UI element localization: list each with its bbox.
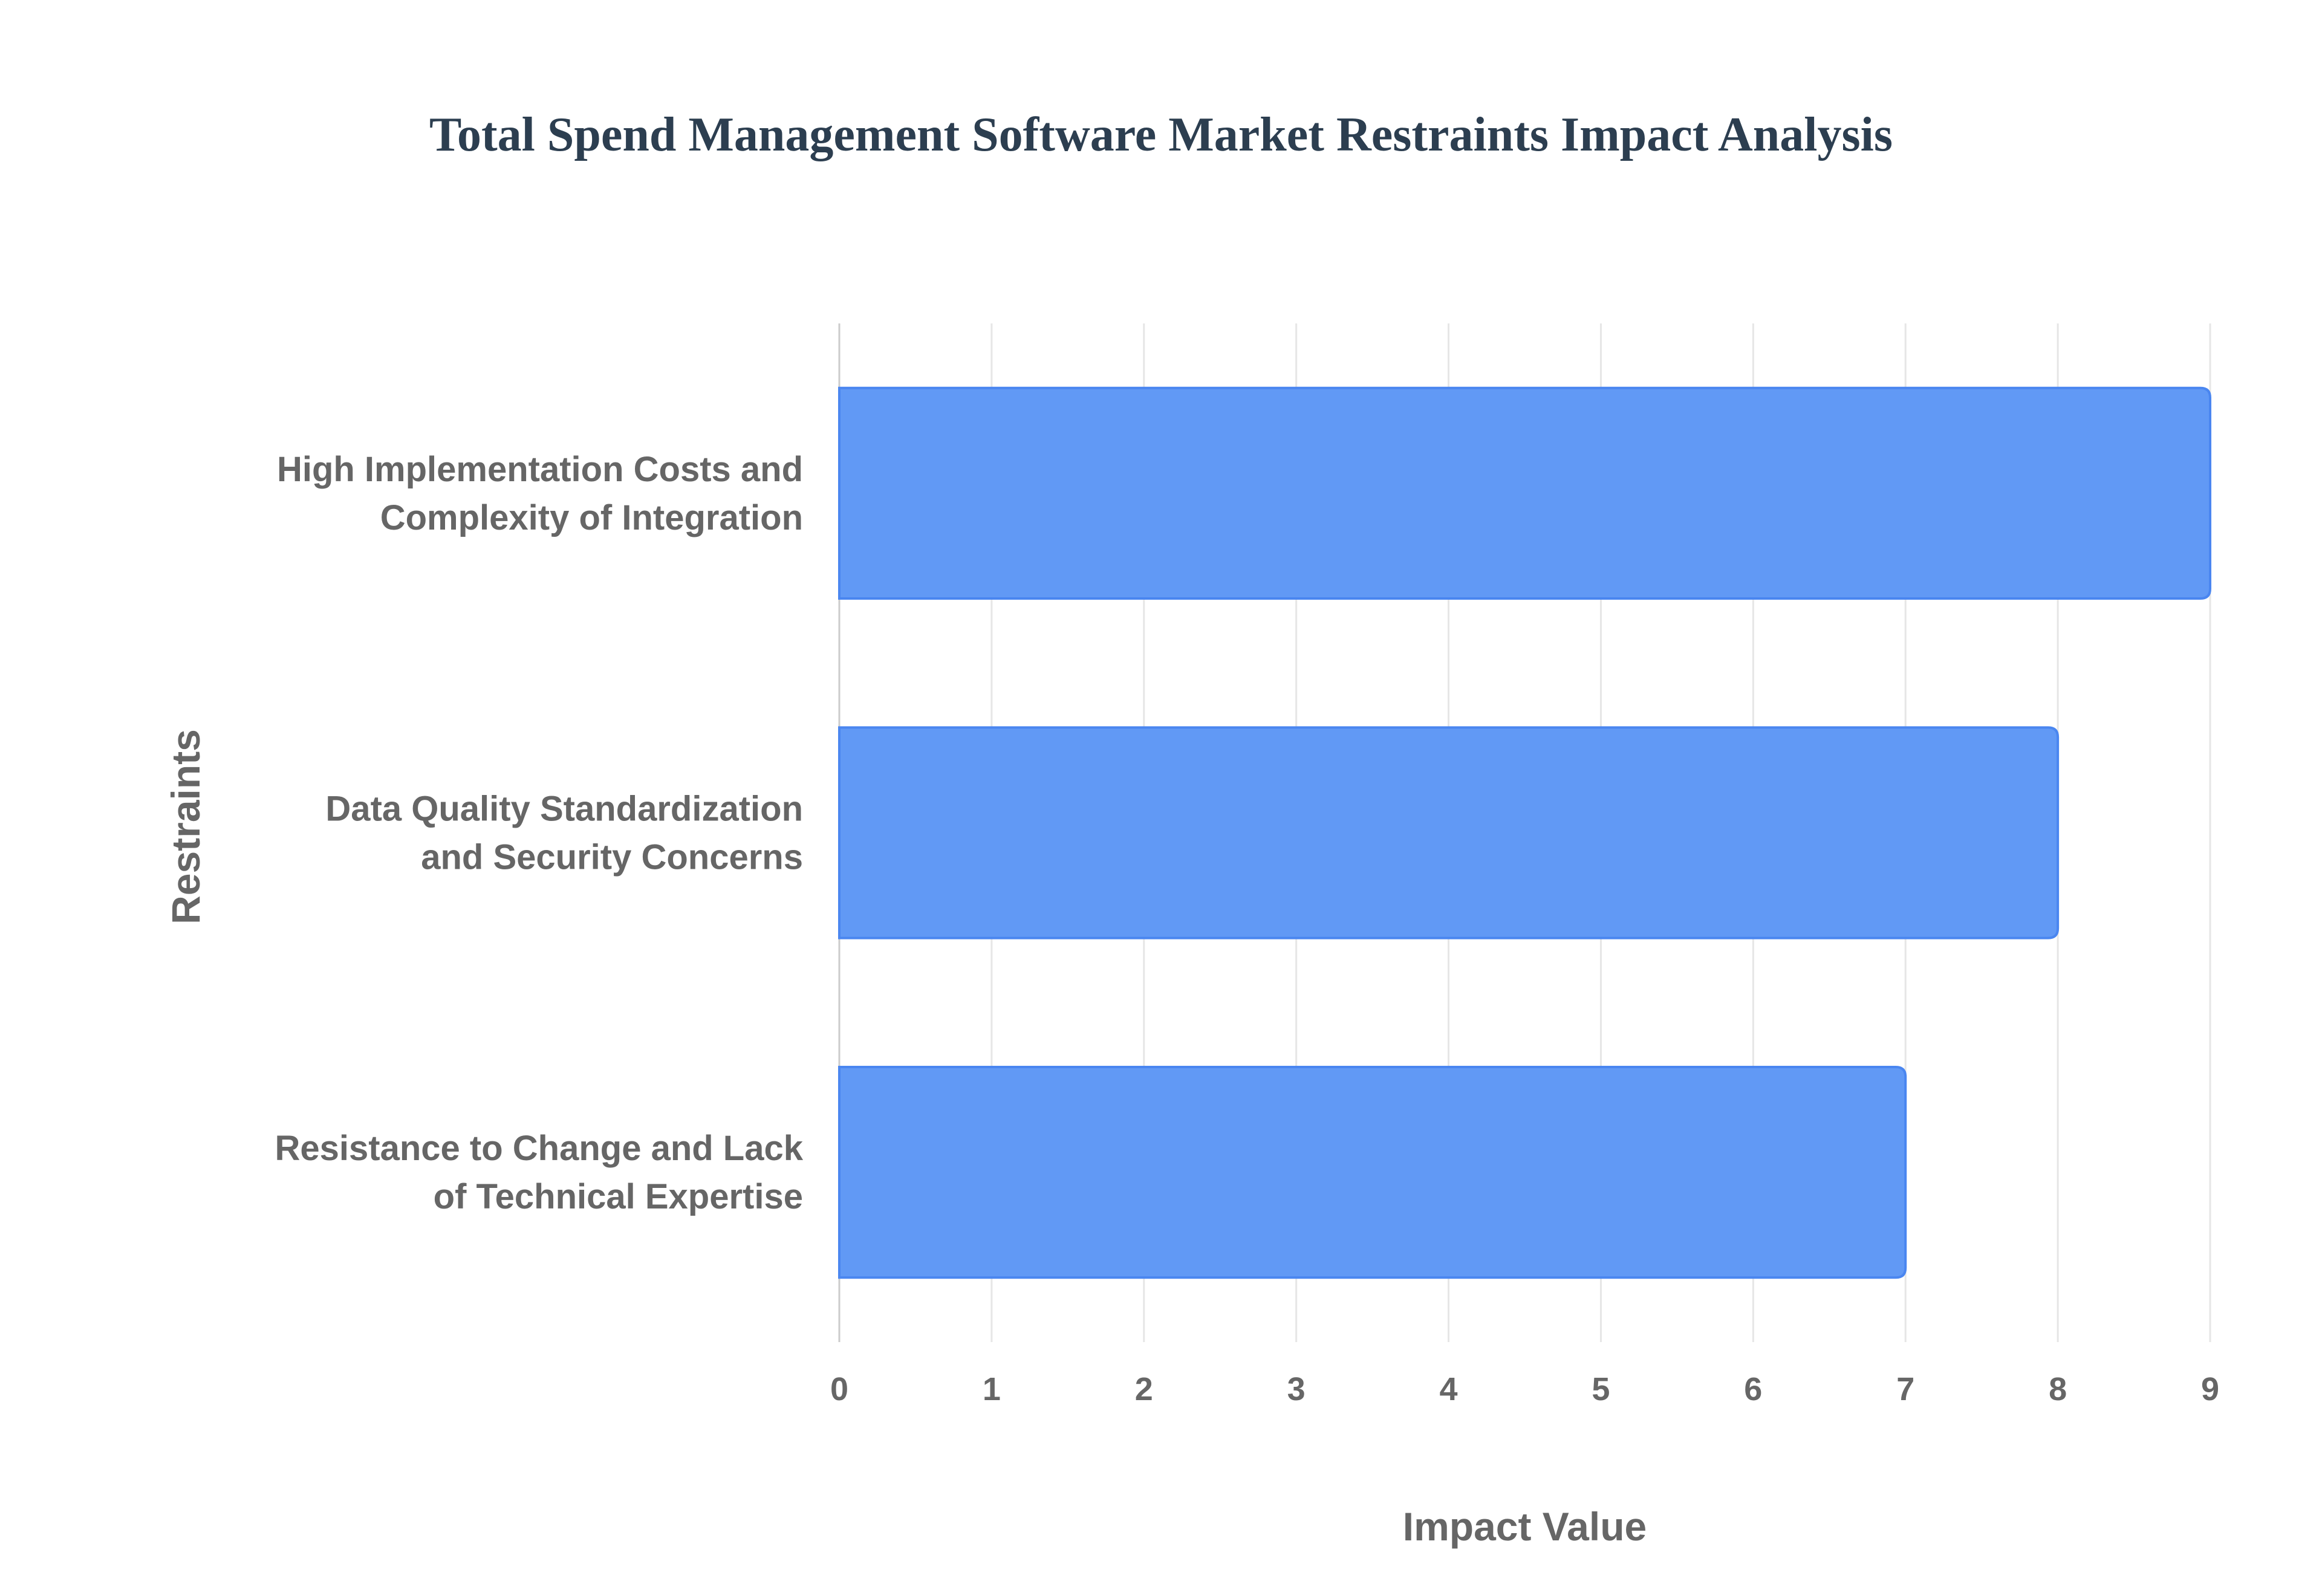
category-label: and Security Concerns xyxy=(421,838,803,877)
bar xyxy=(838,386,2211,600)
x-tick-label: 7 xyxy=(1896,1371,1914,1407)
x-tick-label: 1 xyxy=(983,1371,1001,1407)
x-tick-label: 4 xyxy=(1440,1371,1458,1407)
category-label: Complexity of Integration xyxy=(380,498,803,537)
y-axis-title: Restraints xyxy=(163,729,208,924)
category-label: Data Quality Standardization xyxy=(325,790,803,829)
category-label: of Technical Expertise xyxy=(434,1177,803,1216)
x-tick-label: 6 xyxy=(1744,1371,1762,1407)
x-tick-label: 9 xyxy=(2201,1371,2219,1407)
bars xyxy=(838,386,2211,1279)
x-tick-labels: 0 1 2 3 4 5 6 7 8 9 xyxy=(830,1371,2219,1407)
category-label: Resistance to Change and Lack xyxy=(275,1129,804,1168)
x-axis-title: Impact Value xyxy=(1403,1504,1647,1549)
chart-title: Total Spend Management Software Market R… xyxy=(429,108,1893,161)
bar xyxy=(838,726,2060,939)
x-tick-label: 3 xyxy=(1287,1371,1306,1407)
x-tick-label: 5 xyxy=(1592,1371,1610,1407)
x-tick-label: 2 xyxy=(1135,1371,1153,1407)
category-labels: High Implementation Costs and Complexity … xyxy=(275,450,804,1216)
x-tick-label: 0 xyxy=(830,1371,848,1407)
x-tick-label: 8 xyxy=(2049,1371,2067,1407)
bar xyxy=(838,1066,1907,1279)
category-label: High Implementation Costs and xyxy=(277,450,803,489)
